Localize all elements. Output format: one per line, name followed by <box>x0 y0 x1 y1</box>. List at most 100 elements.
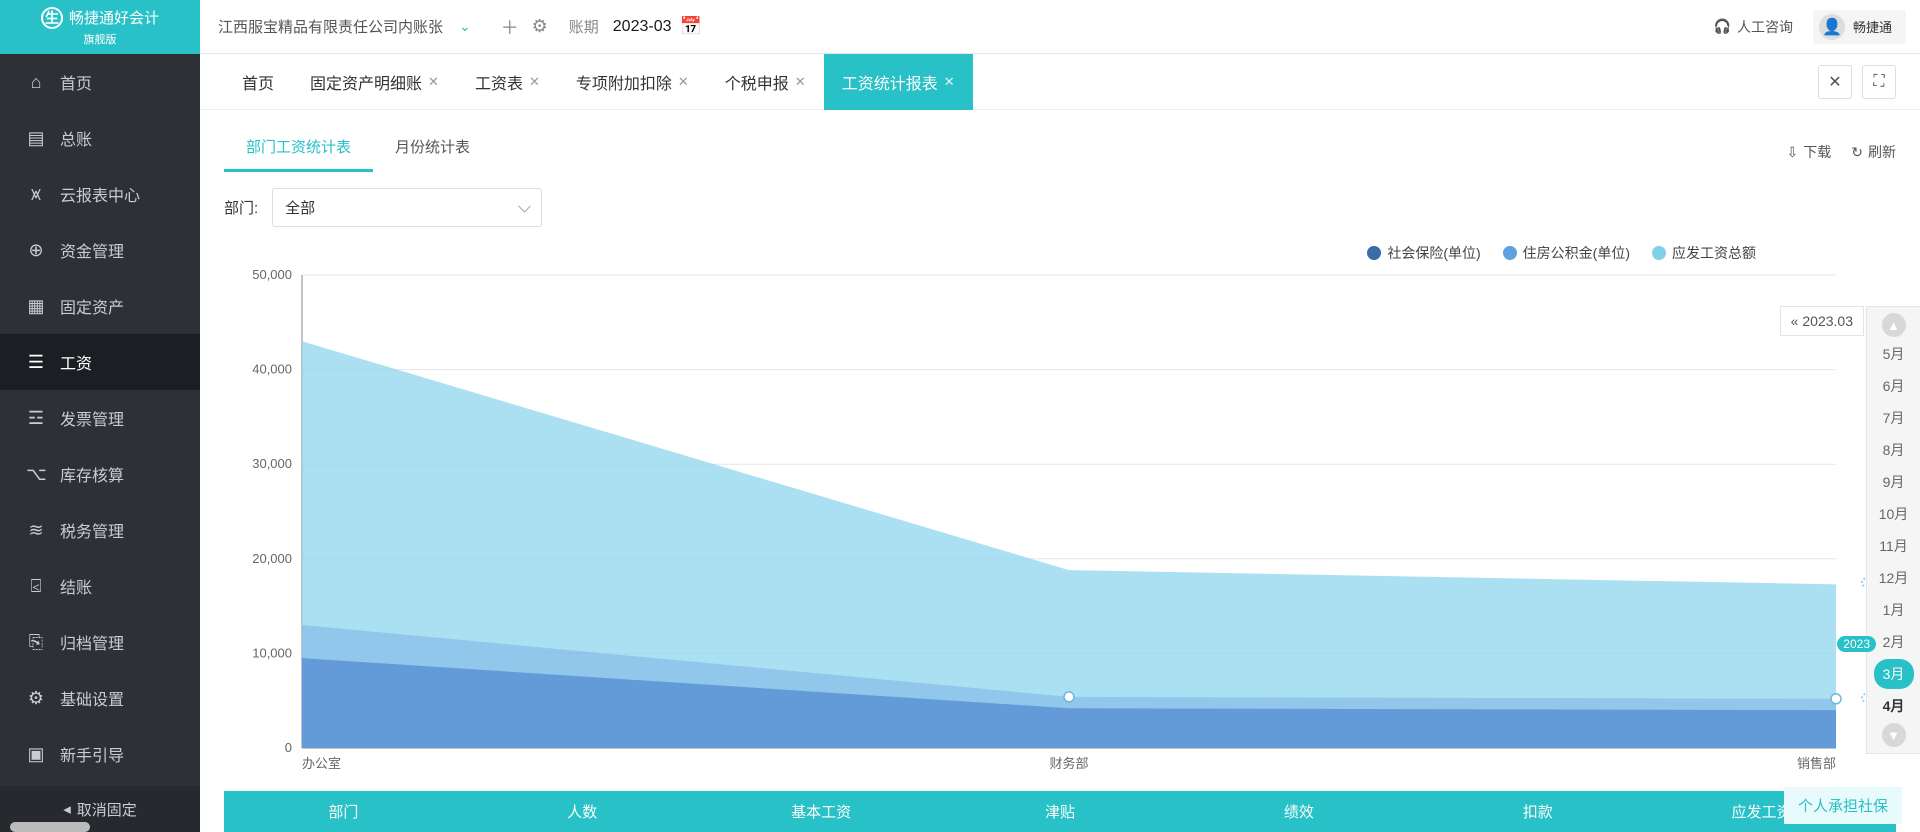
table-col-1: 人数 <box>463 801 702 822</box>
table-col-5: 扣款 <box>1418 801 1657 822</box>
svg-text:办公室: 办公室 <box>302 756 341 771</box>
tab-2[interactable]: 工资表✕ <box>457 54 558 110</box>
month-cell-5[interactable]: 10月 <box>1874 499 1914 529</box>
close-icon[interactable]: ✕ <box>795 74 806 90</box>
legend-label: 应发工资总额 <box>1672 243 1756 263</box>
sidebar-item-funds[interactable]: ⊕资金管理 <box>0 222 200 278</box>
legend-item-0[interactable]: 社会保险(单位) <box>1367 243 1480 263</box>
month-cell-9[interactable]: 2月 <box>1874 627 1914 657</box>
invoice-icon: ☲ <box>26 408 46 429</box>
tab-1[interactable]: 固定资产明细账✕ <box>292 54 457 110</box>
month-cell-11[interactable]: 4月 <box>1874 691 1914 721</box>
month-cell-3[interactable]: 8月 <box>1874 435 1914 465</box>
sidebar-item-asset[interactable]: ▦ 固定资产 <box>0 278 200 334</box>
close-all-tabs-button[interactable]: ✕ <box>1818 65 1852 99</box>
svg-text:销售部: 销售部 <box>1797 756 1836 771</box>
company-name: 江西服宝精品有限责任公司内账张 <box>218 16 443 37</box>
scrollbar-thumb[interactable] <box>10 822 90 832</box>
legend-label: 住房公积金(单位) <box>1523 243 1630 263</box>
sidebar-item-label: 工资 <box>60 350 92 374</box>
month-cell-6[interactable]: 11月 <box>1874 531 1914 561</box>
tab-5[interactable]: 工资统计报表✕ <box>824 54 973 110</box>
sidebar-item-label: 结账 <box>60 574 92 598</box>
filter-row: 部门: 全部 <box>200 172 1920 235</box>
close-icon[interactable]: ✕ <box>529 74 540 90</box>
current-period-chip[interactable]: « 2023.03 <box>1780 306 1864 336</box>
asset-icon: ▦ <box>26 296 46 317</box>
sidebar-item-settings[interactable]: ⚙基础设置 <box>0 670 200 726</box>
sidebar-item-tax[interactable]: ≋ 税务管理 <box>0 502 200 558</box>
sidebar-item-label: 库存核算 <box>60 462 124 486</box>
sidebar-item-archive[interactable]: ⎘归档管理 <box>0 614 200 670</box>
subtab-1[interactable]: 月份统计表 <box>373 124 492 172</box>
year-badge: 2023 <box>1837 636 1876 652</box>
sidebar-item-guide[interactable]: ▣新手引导 <box>0 726 200 782</box>
dept-select-value: 全部 <box>285 200 315 217</box>
close-icon[interactable]: ✕ <box>428 74 439 90</box>
add-button[interactable]: ＋ <box>495 12 525 42</box>
month-up-button[interactable]: ▲ <box>1882 313 1906 337</box>
user-name: 畅捷通 <box>1853 17 1892 36</box>
sidebar-item-salary[interactable]: ☰工资 <box>0 334 200 390</box>
sidebar-item-ledger[interactable]: ▤总账 <box>0 110 200 166</box>
chart-legend: 社会保险(单位) 住房公积金(单位) 应发工资总额 <box>224 239 1896 269</box>
avatar-icon: 👤 <box>1819 14 1845 40</box>
chart-region: 社会保险(单位) 住房公积金(单位) 应发工资总额 010,00020,00030,… <box>200 235 1920 791</box>
month-cell-0[interactable]: 5月 <box>1874 339 1914 369</box>
sidebar-item-stock[interactable]: ⌥库存核算 <box>0 446 200 502</box>
sidebar-item-home[interactable]: ⌂首页 <box>0 54 200 110</box>
chart-marker <box>1831 694 1841 704</box>
tab-3[interactable]: 专项附加扣除 ✕ <box>558 54 707 110</box>
calendar-icon[interactable]: 📅 <box>679 16 701 37</box>
tab-label: 首页 <box>242 70 274 94</box>
month-cell-4[interactable]: 9月 <box>1874 467 1914 497</box>
dept-filter-label: 部门: <box>224 197 258 218</box>
chart-svg: 010,00020,00030,00040,00050,000办公室财务部销售部 <box>224 269 1896 780</box>
table-col-2: 基本工资 <box>702 801 941 822</box>
tab-4[interactable]: 个税申报 ✕ <box>707 54 824 110</box>
table-col-0: 部门 <box>224 801 463 822</box>
current-period-label: 2023.03 <box>1802 313 1853 329</box>
close-icon[interactable]: ✕ <box>678 74 689 90</box>
legend-label: 社会保险(单位) <box>1387 243 1480 263</box>
settings-gear-icon[interactable]: ⚙ <box>525 12 555 42</box>
month-down-button[interactable]: ▼ <box>1882 723 1906 747</box>
download-label: 下载 <box>1803 142 1831 162</box>
dept-select[interactable]: 全部 <box>272 188 542 227</box>
download-icon: ⇩ <box>1787 144 1799 161</box>
funds-icon: ⊕ <box>26 240 46 261</box>
download-button[interactable]: ⇩ 下载 <box>1787 142 1832 162</box>
sidebar-item-label: 税务管理 <box>60 518 124 542</box>
sidebar-item-label: 总账 <box>60 126 92 150</box>
sidebar-item-report[interactable]: ⩙云报表中心 <box>0 166 200 222</box>
month-cell-2[interactable]: 7月 <box>1874 403 1914 433</box>
top-header: 生 畅捷通好会计 旗舰版 江西服宝精品有限责任公司内账张 ⌄ ＋ ⚙ 账期 20… <box>0 0 1920 54</box>
sidebar-item-label: 发票管理 <box>60 406 124 430</box>
sidebar-item-invoice[interactable]: ☲ 发票管理 <box>0 390 200 446</box>
company-selector[interactable]: 江西服宝精品有限责任公司内账张 ⌄ <box>200 16 495 37</box>
tab-0[interactable]: 首页 <box>224 54 292 110</box>
tab-label: 专项附加扣除 <box>576 70 672 94</box>
refresh-button[interactable]: ↻ 刷新 <box>1851 142 1896 162</box>
fullscreen-button[interactable]: ⛶ <box>1862 65 1896 99</box>
legend-item-1[interactable]: 住房公积金(单位) <box>1503 243 1630 263</box>
month-cell-10[interactable]: 3月 <box>1874 659 1914 689</box>
chevron-left-icon: « <box>1791 313 1799 329</box>
tab-label: 个税申报 <box>725 70 789 94</box>
month-cell-1[interactable]: 6月 <box>1874 371 1914 401</box>
chevron-down-icon[interactable]: ⌄ <box>453 18 477 35</box>
user-menu[interactable]: 👤 畅捷通 <box>1813 10 1906 44</box>
tax-icon: ≋ <box>26 520 46 541</box>
month-cell-8[interactable]: 1月 <box>1874 595 1914 625</box>
svg-text:10,000: 10,000 <box>252 645 292 660</box>
guide-icon: ▣ <box>26 744 46 765</box>
sidebar-item-close[interactable]: ⍃结账 <box>0 558 200 614</box>
month-cell-7[interactable]: 12月 <box>1874 563 1914 593</box>
sidebar-footer-label: 取消固定 <box>77 799 137 820</box>
close-icon[interactable]: ✕ <box>944 74 955 90</box>
archive-icon: ⎘ <box>26 632 46 653</box>
sidebar-item-label: 固定资产 <box>60 294 124 318</box>
legend-item-2[interactable]: 应发工资总额 <box>1652 243 1756 263</box>
support-link[interactable]: 🎧 人工咨询 <box>1714 17 1793 37</box>
subtab-0[interactable]: 部门工资统计表 <box>224 124 373 172</box>
